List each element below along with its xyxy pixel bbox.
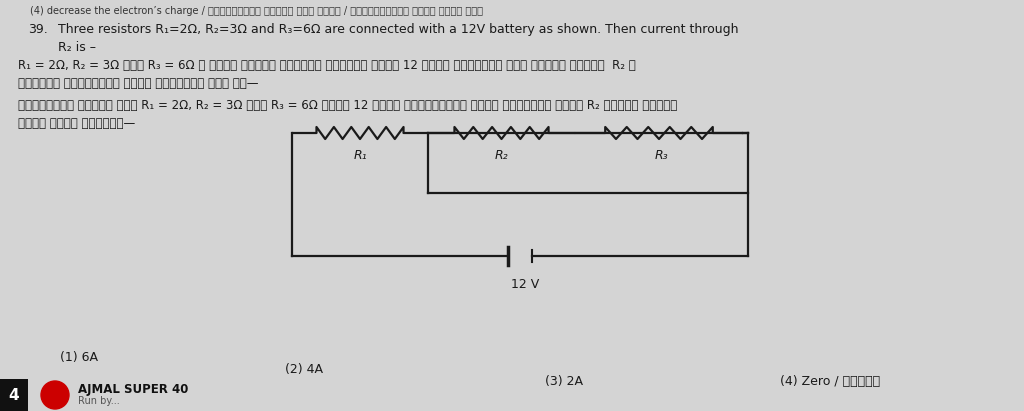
Text: R₃: R₃ bbox=[654, 149, 669, 162]
Text: 39.: 39. bbox=[28, 23, 48, 36]
Text: দিয়ে তড়িৎ প্রবাহ—: দিয়ে তড়িৎ প্রবাহ— bbox=[18, 117, 135, 130]
Text: Three resistors R₁=2Ω, R₂=3Ω and R₃=6Ω are connected with a 12V battery as shown: Three resistors R₁=2Ω, R₂=3Ω and R₃=6Ω a… bbox=[58, 23, 738, 36]
Text: (4) Zero / শূন্য: (4) Zero / শূন্য bbox=[780, 375, 880, 388]
Text: Run by...: Run by... bbox=[78, 396, 120, 406]
Text: (1) 6A: (1) 6A bbox=[60, 351, 98, 364]
Text: (4) decrease the electron’s charge / নির্বাচিত আধানব মান কমাব / নির্বাচিতর আধান : (4) decrease the electron’s charge / নির… bbox=[30, 6, 483, 16]
Text: (2) 4A: (2) 4A bbox=[285, 363, 323, 376]
Text: AJMAL SUPER 40: AJMAL SUPER 40 bbox=[78, 383, 188, 395]
Text: 12 V: 12 V bbox=[511, 278, 539, 291]
Circle shape bbox=[41, 381, 69, 409]
Text: R₁ = 2Ω, R₂ = 3Ω আকু R₃ = 6Ω ব বোধক কেইটি চিত্রত দেখুৱা ধবনে 12 ভল্ট বেটারীব লগত: R₁ = 2Ω, R₂ = 3Ω আকু R₃ = 6Ω ব বোধক কেইট… bbox=[18, 59, 636, 72]
Text: R₂ is –: R₂ is – bbox=[58, 41, 96, 54]
Text: (3) 2A: (3) 2A bbox=[545, 375, 583, 388]
Text: R₁: R₁ bbox=[353, 149, 367, 162]
Text: R₂: R₂ bbox=[495, 149, 508, 162]
Bar bbox=[0, 379, 28, 411]
Text: 4: 4 bbox=[8, 388, 19, 402]
Text: বর্তমানে তিনটি রোধ R₁ = 2Ω, R₂ = 3Ω এবং R₃ = 6Ω একটি 12 ভল্ট ব্যাটারির সাথে সংযু: বর্তমানে তিনটি রোধ R₁ = 2Ω, R₂ = 3Ω এবং … bbox=[18, 99, 677, 112]
Text: মাজেদি প্রবাহিত হোবা প্রবাহব মান হব—: মাজেদি প্রবাহিত হোবা প্রবাহব মান হব— bbox=[18, 77, 258, 90]
